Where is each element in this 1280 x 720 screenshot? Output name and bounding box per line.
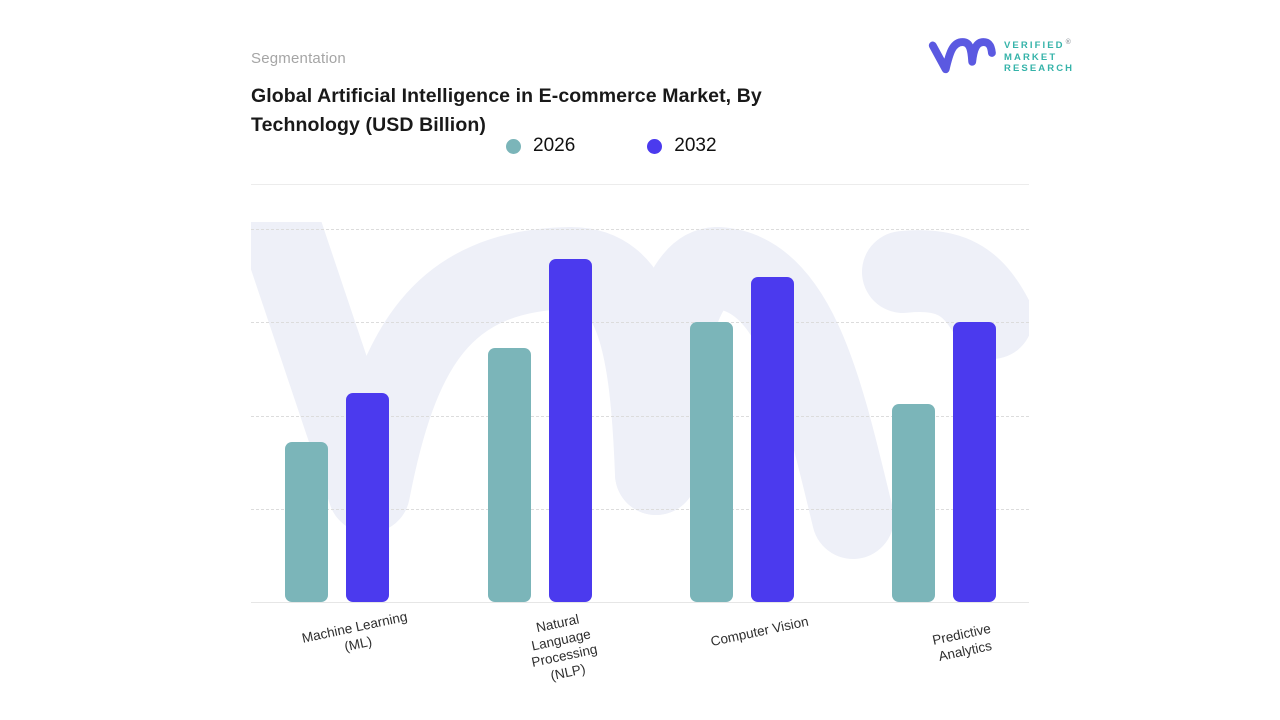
bar-2032-category-1[interactable] bbox=[548, 259, 592, 602]
bar-2026-category-2[interactable] bbox=[689, 322, 733, 602]
bar-2026-category-3[interactable] bbox=[892, 404, 935, 602]
brand-line-research: RESEARCH bbox=[1004, 63, 1075, 75]
gridline-75 bbox=[251, 322, 1029, 324]
bar-2032-category-2[interactable] bbox=[750, 277, 794, 602]
bar-2032-category-3[interactable] bbox=[953, 322, 996, 602]
chart-title: Global Artificial Intelligence in E-comm… bbox=[251, 85, 762, 136]
brand-line-verified: VERIFIED bbox=[1004, 40, 1065, 52]
bar-2026-category-0[interactable] bbox=[285, 442, 328, 602]
bar-2032-category-0[interactable] bbox=[346, 393, 389, 602]
x-axis-label-category-0: Machine Learning (ML) bbox=[300, 608, 409, 654]
x-axis-label-category-3: Predictive Analytics bbox=[931, 620, 993, 664]
segmentation-label: Segmentation bbox=[251, 50, 346, 67]
chart-legend: 2026 2032 bbox=[506, 135, 717, 157]
vm-monogram-icon bbox=[928, 38, 996, 74]
vmr-logo: VERIFIED® MARKET RESEARCH bbox=[928, 33, 1074, 79]
gridline-25 bbox=[251, 508, 1029, 510]
x-axis-label-category-1: Natural Language Processing (NLP) bbox=[529, 611, 599, 683]
gridline-50 bbox=[251, 415, 1029, 417]
legend-item-2032[interactable]: 2032 bbox=[647, 135, 717, 157]
bar-2026-category-1[interactable] bbox=[487, 348, 531, 602]
plot-area bbox=[251, 222, 1029, 603]
legend-dot-2026 bbox=[506, 138, 521, 154]
x-axis-labels: Machine Learning (ML) Natural Language Proce… bbox=[251, 602, 1029, 720]
legend-dot-2032 bbox=[647, 138, 663, 154]
header-separator bbox=[251, 184, 1029, 185]
registered-mark: ® bbox=[1065, 39, 1071, 47]
vmr-brand-text: VERIFIED® MARKET RESEARCH bbox=[1004, 37, 1074, 75]
legend-item-2026[interactable]: 2026 bbox=[506, 135, 575, 157]
gridline-100 bbox=[251, 229, 1029, 230]
brand-line-market: MARKET bbox=[1004, 51, 1058, 63]
legend-label: 2026 bbox=[533, 135, 576, 156]
x-axis-label-category-2: Computer Vision bbox=[708, 613, 810, 650]
legend-label: 2032 bbox=[674, 135, 717, 156]
